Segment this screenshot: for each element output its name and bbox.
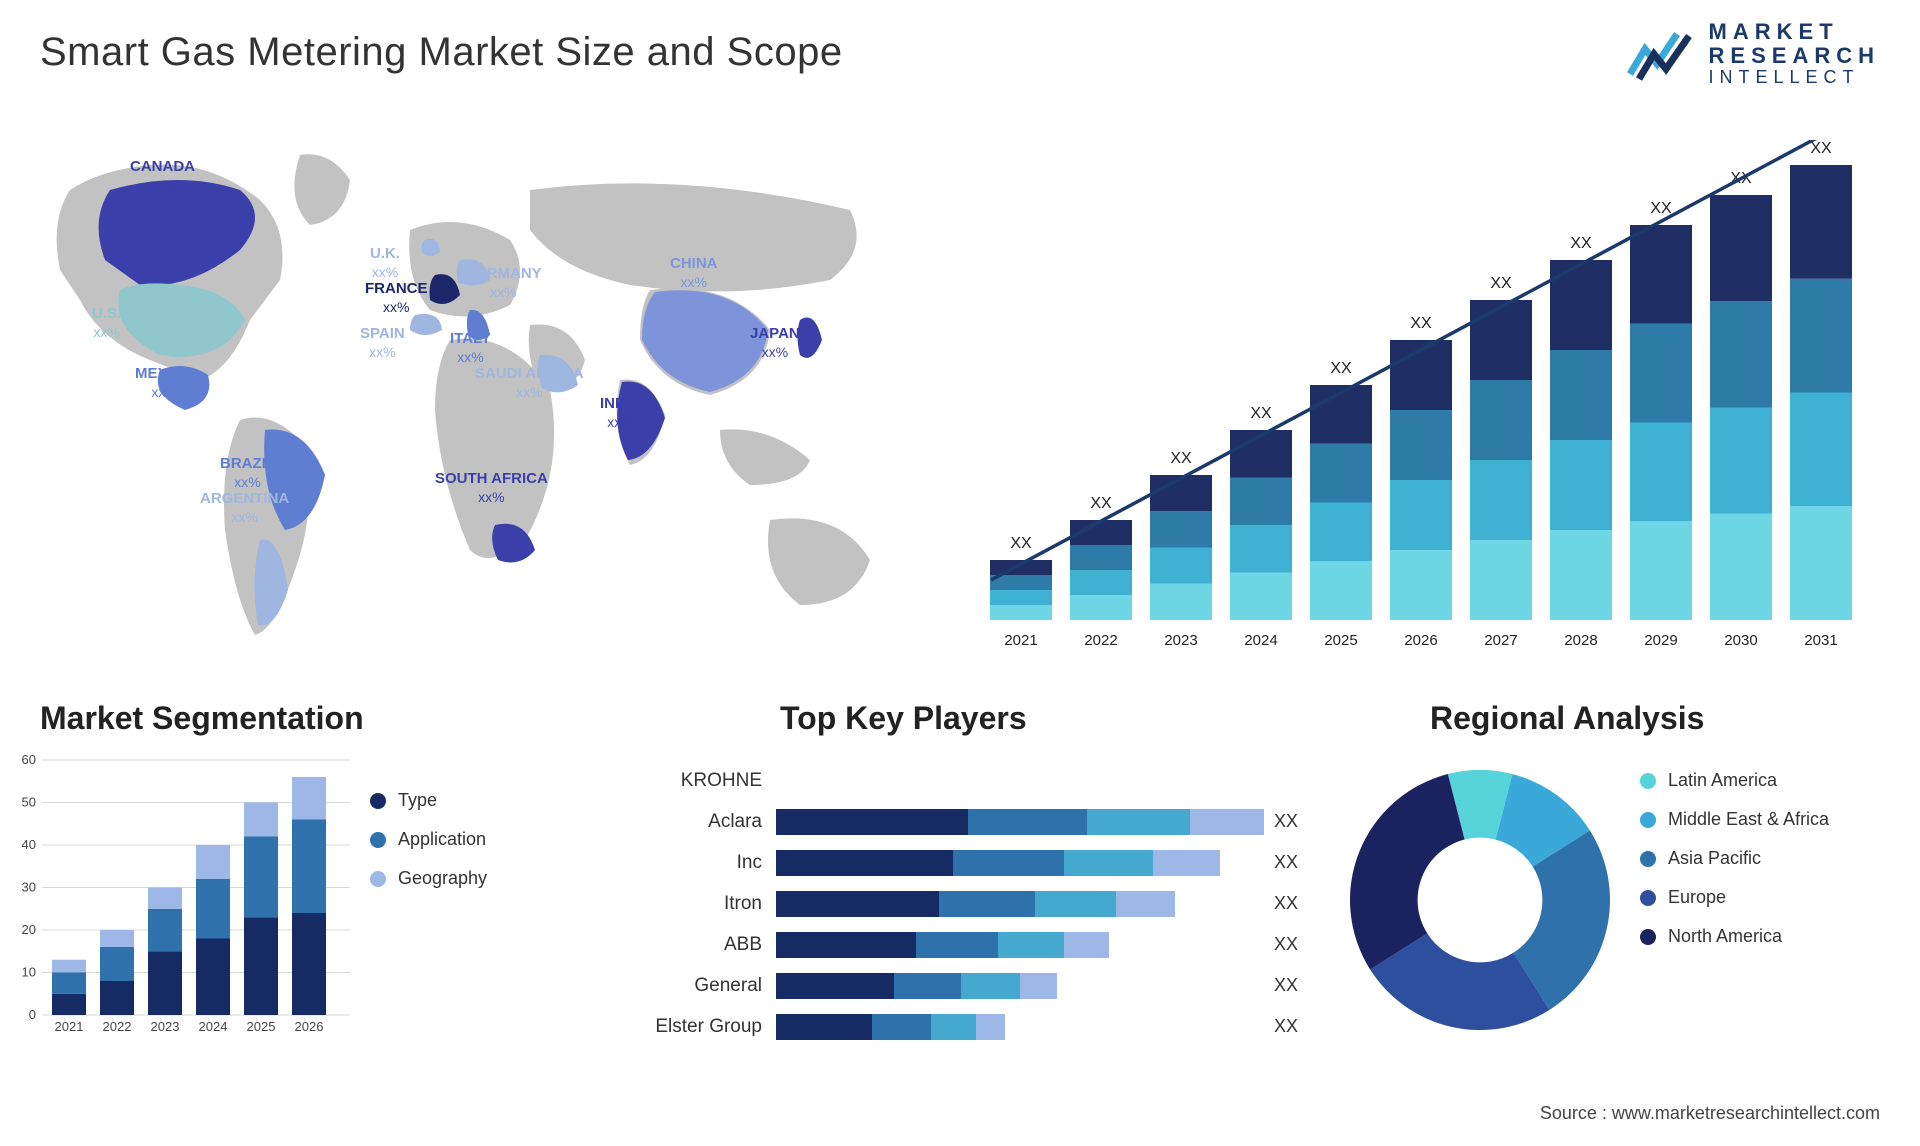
svg-text:40: 40: [22, 837, 36, 852]
map-label-u-s-: U.S.xx%: [92, 305, 121, 341]
regional-donut-svg: [1340, 760, 1620, 1040]
map-label-france: FRANCExx%: [365, 280, 428, 316]
source-attribution: Source : www.marketresearchintellect.com: [1540, 1103, 1880, 1124]
regional-header: Regional Analysis: [1430, 700, 1704, 737]
svg-text:2023: 2023: [151, 1019, 180, 1034]
svg-text:2025: 2025: [247, 1019, 276, 1034]
world-map: CANADAxx% U.S.xx% MEXICOxx% BRAZILxx%ARGENT…: [30, 130, 910, 670]
brand-logo: MARKET RESEARCH INTELLECT: [1627, 20, 1880, 88]
svg-text:XX: XX: [1250, 405, 1272, 422]
svg-text:XX: XX: [1810, 140, 1832, 157]
player-extra-label: KROHNE: [600, 760, 1320, 801]
page-title: Smart Gas Metering Market Size and Scope: [40, 30, 843, 75]
player-row: GeneralXX: [600, 965, 1320, 1006]
logo-text-1: MARKET: [1709, 20, 1880, 44]
segmentation-header: Market Segmentation: [40, 700, 364, 737]
map-label-spain: SPAINxx%: [360, 325, 405, 361]
map-label-argentina: ARGENTINAxx%: [200, 490, 289, 526]
player-row: Elster GroupXX: [600, 1006, 1320, 1047]
regional-legend-item: Latin America: [1640, 770, 1829, 791]
map-label-germany: GERMANYxx%: [465, 265, 542, 301]
svg-text:XX: XX: [1570, 235, 1592, 252]
logo-mark-icon: [1627, 24, 1697, 84]
svg-text:2024: 2024: [199, 1019, 228, 1034]
players-header: Top Key Players: [780, 700, 1027, 737]
svg-text:2030: 2030: [1724, 632, 1757, 649]
regional-legend: Latin America Middle East & Africa Asia Pa…: [1640, 770, 1829, 965]
seg-legend-item: Geography: [370, 868, 487, 889]
map-label-china: CHINAxx%: [670, 255, 718, 291]
key-players-chart: KROHNEAclaraXXIncXXItronXXABBXXGeneralXX…: [600, 760, 1320, 1047]
player-row: ABBXX: [600, 924, 1320, 965]
svg-text:2026: 2026: [1404, 632, 1437, 649]
svg-text:2027: 2027: [1484, 632, 1517, 649]
svg-text:50: 50: [22, 795, 36, 810]
market-growth-chart: XX 2021 XX 2022 XX 2023 XX 2024 XX 2025 XX 2026 XX 20…: [970, 140, 1870, 660]
svg-text:2023: 2023: [1164, 632, 1197, 649]
map-label-brazil: BRAZILxx%: [220, 455, 275, 491]
segmentation-legend: Type Application Geography: [370, 790, 487, 907]
logo-text-3: INTELLECT: [1709, 68, 1880, 88]
svg-text:2021: 2021: [55, 1019, 84, 1034]
svg-text:30: 30: [22, 880, 36, 895]
segmentation-chart-svg: 0 10 20 30 40 50 60 2021 2022 2023 2024 2025 2026: [10, 755, 360, 1045]
regional-legend-item: Middle East & Africa: [1640, 809, 1829, 830]
map-label-canada: CANADAxx%: [130, 158, 195, 194]
svg-text:20: 20: [22, 922, 36, 937]
svg-text:XX: XX: [1410, 315, 1432, 332]
svg-text:2031: 2031: [1804, 632, 1837, 649]
svg-text:2021: 2021: [1004, 632, 1037, 649]
map-label-japan: JAPANxx%: [750, 325, 800, 361]
seg-legend-item: Application: [370, 829, 487, 850]
svg-text:XX: XX: [1170, 450, 1192, 467]
svg-text:2024: 2024: [1244, 632, 1277, 649]
svg-text:XX: XX: [1490, 275, 1512, 292]
svg-text:0: 0: [29, 1007, 36, 1022]
svg-text:60: 60: [22, 755, 36, 767]
growth-chart-svg: XX 2021 XX 2022 XX 2023 XX 2024 XX 2025 XX 2026 XX 20…: [970, 140, 1870, 660]
svg-text:2022: 2022: [1084, 632, 1117, 649]
regional-legend-item: North America: [1640, 926, 1829, 947]
map-label-italy: ITALYxx%: [450, 330, 491, 366]
svg-text:XX: XX: [1330, 360, 1352, 377]
regional-legend-item: Europe: [1640, 887, 1829, 908]
svg-text:2029: 2029: [1644, 632, 1677, 649]
segmentation-chart: 0 10 20 30 40 50 60 2021 2022 2023 2024 2025 2026: [10, 755, 360, 1045]
svg-text:2028: 2028: [1564, 632, 1597, 649]
regional-legend-item: Asia Pacific: [1640, 848, 1829, 869]
player-row: IncXX: [600, 842, 1320, 883]
player-row: ItronXX: [600, 883, 1320, 924]
svg-text:2025: 2025: [1324, 632, 1357, 649]
logo-text-2: RESEARCH: [1709, 44, 1880, 68]
map-label-india: INDIAxx%: [600, 395, 641, 431]
svg-text:XX: XX: [1650, 200, 1672, 217]
svg-text:XX: XX: [1010, 535, 1032, 552]
seg-legend-item: Type: [370, 790, 487, 811]
player-row: AclaraXX: [600, 801, 1320, 842]
svg-text:10: 10: [22, 965, 36, 980]
map-label-mexico: MEXICOxx%: [135, 365, 194, 401]
svg-text:2026: 2026: [295, 1019, 324, 1034]
svg-text:XX: XX: [1090, 495, 1112, 512]
map-label-south-africa: SOUTH AFRICAxx%: [435, 470, 548, 506]
map-label-saudi-arabia: SAUDI ARABIAxx%: [475, 365, 584, 401]
svg-text:2022: 2022: [103, 1019, 132, 1034]
regional-donut: [1340, 760, 1620, 1040]
map-label-u-k-: U.K.xx%: [370, 245, 400, 281]
